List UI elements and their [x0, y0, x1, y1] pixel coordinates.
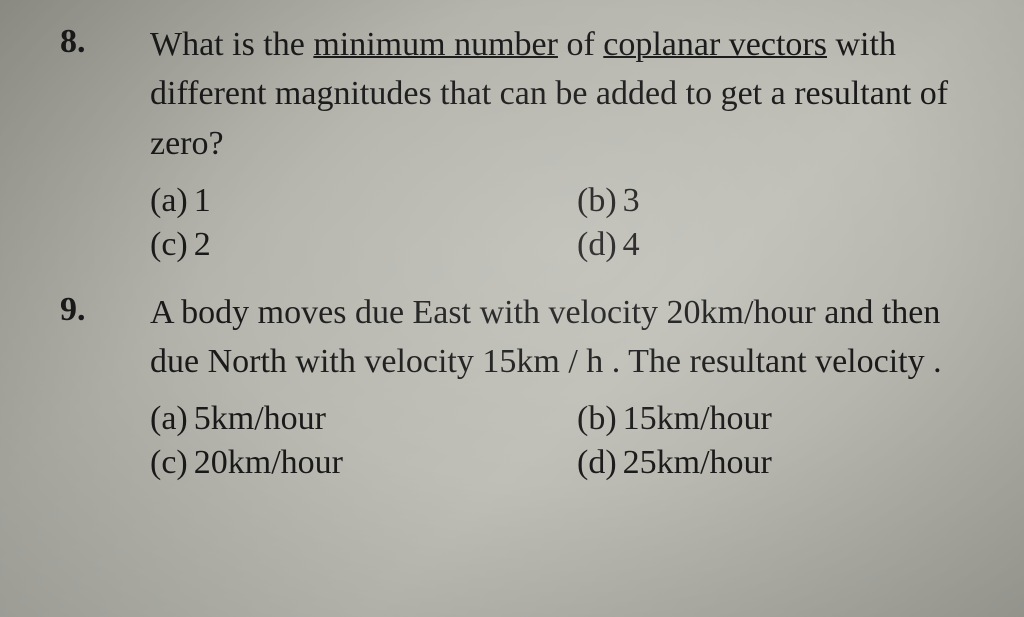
- q8-stem-underline-1: minimum number: [313, 26, 558, 63]
- question-8-options: (a)1 (b)3 (c)2 (d)4: [150, 182, 964, 264]
- question-9-options: (a)5km/hour (b)15km/hour (c)20km/hour (d…: [150, 400, 964, 482]
- q9-option-a-text: 5km/hour: [194, 400, 326, 437]
- q9-option-c-text: 20km/hour: [194, 444, 343, 481]
- question-9-stem: A body moves due East with velocity 20km…: [150, 288, 964, 387]
- q8-option-d-label: (d): [577, 226, 617, 263]
- q8-stem-underline-2: coplanar vectors: [603, 26, 827, 63]
- question-8-stem: What is the minimum number of coplanar v…: [150, 20, 964, 168]
- question-8-body: What is the minimum number of coplanar v…: [150, 20, 964, 168]
- q9-option-c: (c)20km/hour: [150, 444, 537, 482]
- q8-option-b-label: (b): [577, 182, 617, 219]
- question-9-body: A body moves due East with velocity 20km…: [150, 288, 964, 387]
- q8-option-c: (c)2: [150, 226, 537, 264]
- q9-option-a: (a)5km/hour: [150, 400, 537, 438]
- q8-stem-mid: of: [558, 26, 603, 63]
- q9-option-b-label: (b): [577, 400, 617, 437]
- q8-option-d: (d)4: [577, 226, 964, 264]
- q9-option-a-label: (a): [150, 400, 188, 437]
- q8-option-a-text: 1: [194, 182, 211, 219]
- question-8-number: 8.: [60, 20, 150, 64]
- question-9-number: 9.: [60, 288, 150, 332]
- q9-option-b: (b)15km/hour: [577, 400, 964, 438]
- q8-option-b-text: 3: [623, 182, 640, 219]
- q9-option-d-text: 25km/hour: [623, 444, 772, 481]
- q8-option-a-label: (a): [150, 182, 188, 219]
- q8-option-b: (b)3: [577, 182, 964, 220]
- q8-stem-prefix: What is the: [150, 26, 313, 63]
- q8-option-c-label: (c): [150, 226, 188, 263]
- q8-option-a: (a)1: [150, 182, 537, 220]
- page: 8. What is the minimum number of coplana…: [0, 0, 1024, 617]
- question-8: 8. What is the minimum number of coplana…: [60, 20, 964, 168]
- question-9: 9. A body moves due East with velocity 2…: [60, 288, 964, 387]
- q8-option-c-text: 2: [194, 226, 211, 263]
- q9-option-b-text: 15km/hour: [623, 400, 772, 437]
- q9-option-c-label: (c): [150, 444, 188, 481]
- q9-option-d: (d)25km/hour: [577, 444, 964, 482]
- q8-option-d-text: 4: [623, 226, 640, 263]
- q9-option-d-label: (d): [577, 444, 617, 481]
